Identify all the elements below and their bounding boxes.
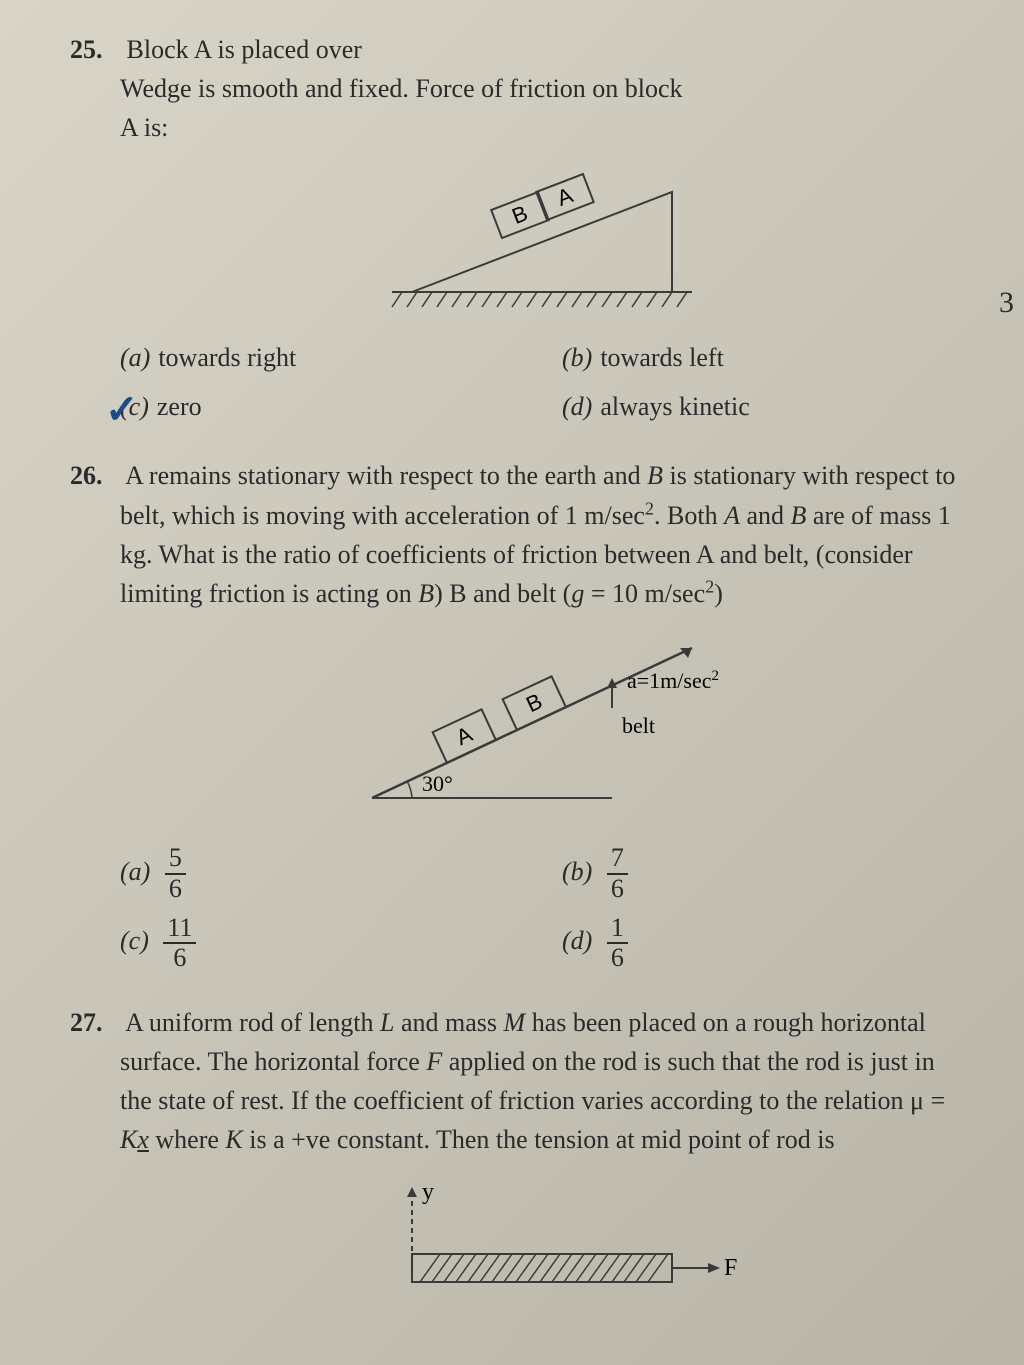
q27-y-label: y	[422, 1179, 434, 1205]
q26-number: 26.	[70, 456, 120, 495]
q25-diagram: B A	[120, 162, 964, 323]
q26-angle-label: 30°	[422, 771, 453, 796]
q25-option-c: (c)zero	[120, 387, 522, 426]
q25-block-a-label: A	[553, 182, 576, 211]
q25-line2: Wedge is smooth and fixed. Force of fric…	[120, 74, 683, 103]
q26-option-b: (b) 76	[562, 844, 964, 903]
q27-diagram: y F	[120, 1179, 964, 1310]
q27-body: A uniform rod of length L and mass M has…	[120, 1008, 945, 1154]
q27-f-label: F	[724, 1255, 737, 1281]
q26-body: A remains stationary with respect to the…	[120, 461, 955, 608]
q25-line3: A is:	[120, 113, 168, 142]
edge-annotation: 3	[999, 280, 1014, 325]
q26-text: 26. A remains stationary with respect to…	[120, 456, 964, 613]
q25-block-b-label: B	[508, 200, 531, 229]
q26-diagram: 30° A B a=1m/sec2 belt	[120, 628, 964, 829]
q25-text: 25. Block A is placed over Wedge is smoo…	[120, 30, 964, 147]
q26-option-c: (c) 116	[120, 914, 522, 973]
q27-text: 27. A uniform rod of length L and mass M…	[120, 1003, 964, 1159]
q25-option-b: (b)towards left	[562, 338, 964, 377]
q25-number: 25.	[70, 30, 120, 69]
q26-options: (a) 56 (b) 76 (c) 116 (d) 16	[120, 844, 964, 972]
q25-option-a: (a)towards right	[120, 338, 522, 377]
q26-block-b-label: B	[522, 689, 546, 718]
q26-option-a: (a) 56	[120, 844, 522, 903]
q26-checkmark-icon: ✓	[105, 380, 139, 440]
q26-option-d: (d) 16	[562, 914, 964, 973]
q27-number: 27.	[70, 1003, 120, 1042]
q26-block-a-label: A	[452, 721, 476, 750]
q26-belt-label: belt	[622, 713, 655, 738]
q25-line1: Block A is placed over	[127, 35, 362, 64]
q26-accel-label: a=1m/sec2	[627, 668, 719, 693]
q25-options: (a)towards right (b)towards left (c)zero…	[120, 338, 964, 426]
q25-option-d: (d)always kinetic	[562, 387, 964, 426]
